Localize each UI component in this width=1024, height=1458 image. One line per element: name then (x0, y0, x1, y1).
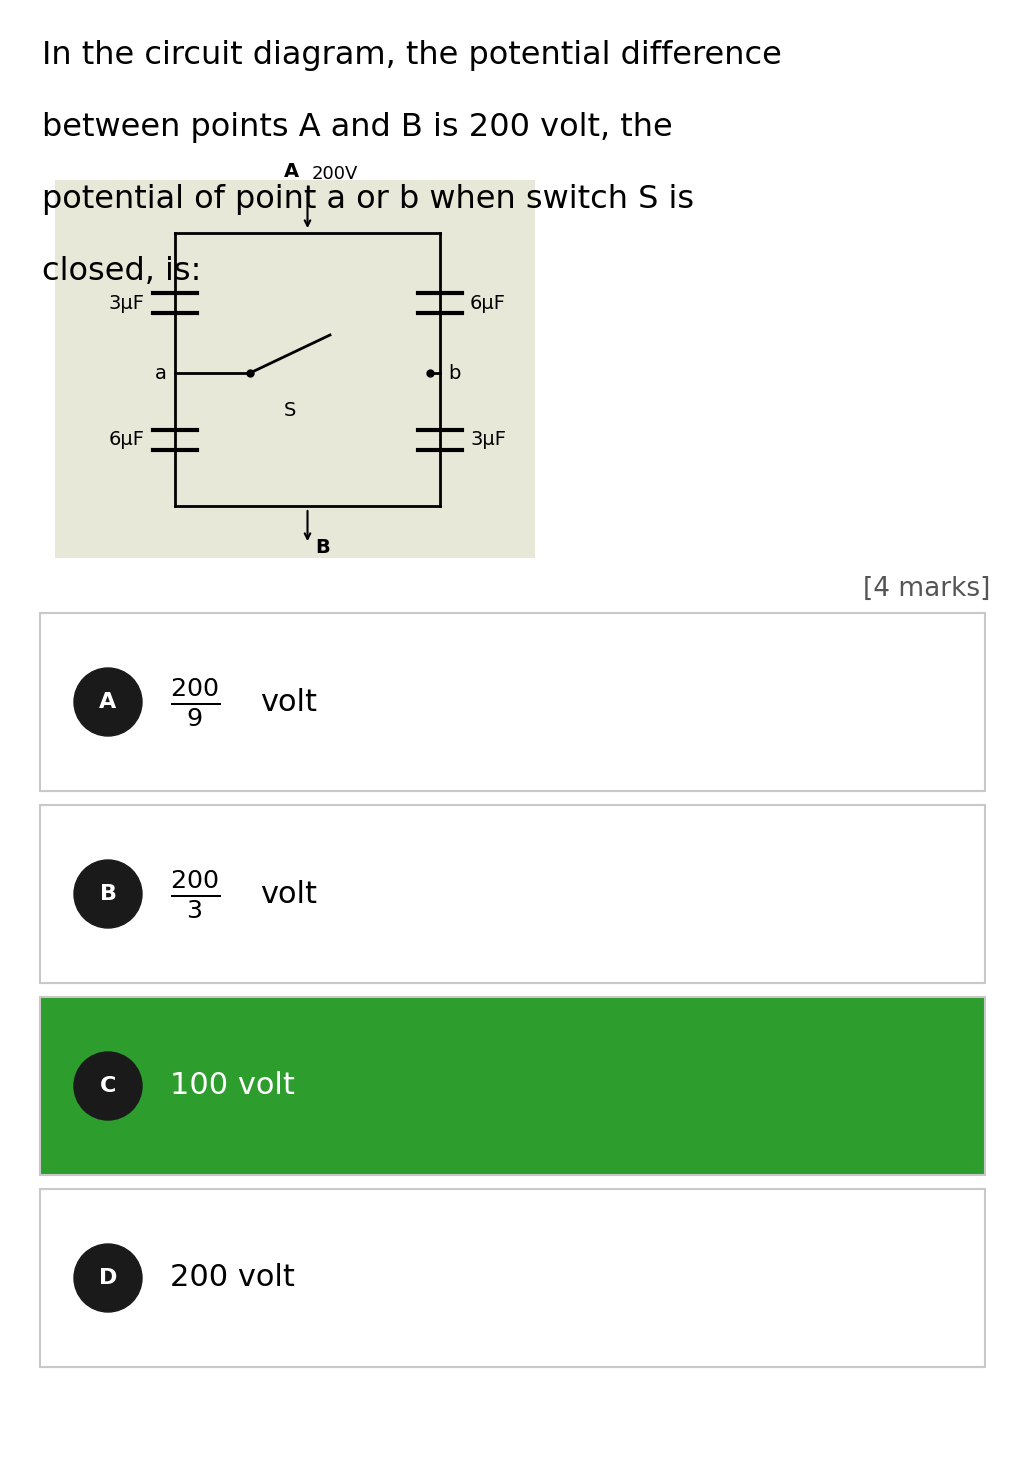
Text: A: A (99, 693, 117, 712)
Text: 6μF: 6μF (470, 293, 506, 312)
Text: D: D (98, 1268, 117, 1287)
Circle shape (74, 860, 142, 927)
Bar (40, 612, 985, 792)
Text: 6μF: 6μF (109, 430, 145, 449)
Circle shape (74, 1244, 142, 1312)
Circle shape (74, 1053, 142, 1120)
Circle shape (74, 668, 142, 736)
Text: b: b (449, 363, 461, 382)
Text: [4 marks]: [4 marks] (862, 576, 990, 602)
Text: closed, is:: closed, is: (42, 257, 202, 287)
Text: 100 volt: 100 volt (170, 1072, 295, 1101)
Text: 200 volt: 200 volt (170, 1264, 295, 1292)
Text: B: B (315, 538, 331, 557)
Bar (40, 1190, 985, 1368)
Text: volt: volt (260, 688, 317, 716)
Text: a: a (155, 363, 167, 382)
Text: potential of point a or b when switch S is: potential of point a or b when switch S … (42, 184, 694, 214)
Text: between points A and B is 200 volt, the: between points A and B is 200 volt, the (42, 112, 673, 143)
Text: 3μF: 3μF (109, 293, 145, 312)
Bar (55, 179, 535, 558)
Text: volt: volt (260, 879, 317, 908)
Bar (40, 997, 985, 1175)
Text: In the circuit diagram, the potential difference: In the circuit diagram, the potential di… (42, 39, 782, 71)
Text: C: C (99, 1076, 116, 1096)
Text: $\frac{200}{3}$: $\frac{200}{3}$ (170, 868, 220, 920)
Text: A: A (285, 162, 299, 181)
Text: S: S (284, 401, 296, 420)
Bar (40, 805, 985, 983)
Text: 3μF: 3μF (470, 430, 506, 449)
Text: B: B (99, 884, 117, 904)
Text: 200V: 200V (311, 165, 357, 184)
Text: $\frac{200}{9}$: $\frac{200}{9}$ (170, 677, 220, 728)
